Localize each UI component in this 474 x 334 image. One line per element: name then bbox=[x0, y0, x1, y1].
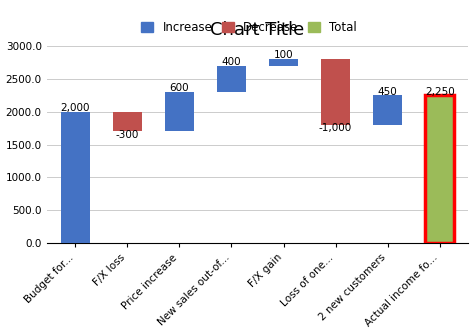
Bar bbox=[321, 59, 350, 125]
Text: 600: 600 bbox=[170, 84, 189, 94]
Bar bbox=[61, 112, 90, 243]
Title: Chart Title: Chart Title bbox=[210, 21, 305, 39]
Text: 400: 400 bbox=[222, 57, 241, 67]
Text: 2,000: 2,000 bbox=[61, 103, 90, 113]
Text: 100: 100 bbox=[273, 50, 293, 60]
Legend: Increase, Decrease, Total: Increase, Decrease, Total bbox=[137, 16, 362, 39]
Text: 450: 450 bbox=[378, 87, 398, 97]
Text: 2,250: 2,250 bbox=[425, 87, 455, 97]
Text: -300: -300 bbox=[116, 130, 139, 140]
Bar bbox=[113, 112, 142, 132]
Bar bbox=[217, 66, 246, 92]
Text: -1,000: -1,000 bbox=[319, 124, 352, 134]
Bar bbox=[269, 59, 298, 66]
Bar bbox=[165, 92, 194, 132]
Bar bbox=[426, 95, 454, 243]
Bar bbox=[374, 95, 402, 125]
